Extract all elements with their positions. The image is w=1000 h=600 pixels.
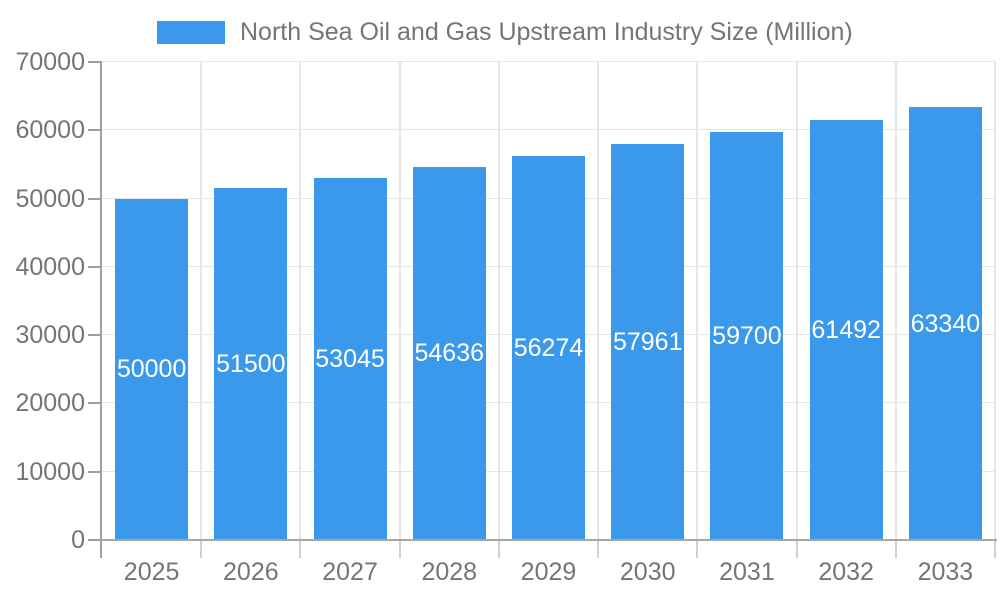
x-axis-tick xyxy=(299,540,302,558)
bar-value-label: 51500 xyxy=(216,350,286,379)
bar[interactable] xyxy=(412,166,486,540)
x-axis-tick xyxy=(994,540,996,558)
y-axis-label: 30000 xyxy=(15,321,85,350)
gridline-vertical xyxy=(398,62,401,540)
x-axis-label: 2029 xyxy=(520,558,577,586)
legend-swatch xyxy=(157,21,225,44)
y-axis-label: 20000 xyxy=(15,389,85,418)
x-axis-tick xyxy=(497,540,500,558)
bar[interactable] xyxy=(214,188,288,540)
y-axis-line xyxy=(100,62,102,558)
bar[interactable] xyxy=(908,107,982,540)
x-axis-tick xyxy=(200,540,203,558)
chart-title: North Sea Oil and Gas Upstream Industry … xyxy=(240,18,853,46)
gridline-vertical xyxy=(994,62,996,540)
x-axis-tick xyxy=(795,540,798,558)
bar-value-label: 59700 xyxy=(712,322,782,351)
bar[interactable] xyxy=(710,132,784,540)
gridline-vertical xyxy=(597,62,600,540)
y-axis-tick xyxy=(88,334,102,337)
x-axis-label: 2027 xyxy=(322,558,378,586)
x-axis-tick xyxy=(696,540,699,558)
bar[interactable] xyxy=(313,177,387,540)
y-axis-tick xyxy=(88,129,102,132)
bar-value-label: 50000 xyxy=(116,355,187,384)
gridline-vertical xyxy=(497,62,500,540)
y-axis-label: 60000 xyxy=(15,116,85,145)
bar[interactable] xyxy=(115,198,189,540)
y-axis-tick xyxy=(88,197,102,200)
x-axis-baseline xyxy=(100,539,997,541)
y-axis-label: 70000 xyxy=(15,48,85,76)
x-axis-label: 2028 xyxy=(421,558,478,586)
x-axis-label: 2030 xyxy=(619,558,676,586)
x-axis-label: 2026 xyxy=(223,558,279,586)
bar-value-label: 56274 xyxy=(513,333,584,362)
bar-value-label: 53045 xyxy=(315,344,385,373)
x-axis-label: 2033 xyxy=(917,558,974,586)
x-axis-label: 2031 xyxy=(719,558,775,586)
y-axis-tick xyxy=(88,61,102,63)
bar-value-label: 61492 xyxy=(811,316,881,345)
x-axis-tick xyxy=(597,540,600,558)
bar-value-label: 63340 xyxy=(910,309,981,338)
bar[interactable] xyxy=(512,155,585,540)
gridline-vertical xyxy=(795,62,798,540)
y-axis-label: 0 xyxy=(71,526,85,554)
bar-value-label: 57961 xyxy=(612,328,683,357)
x-axis-tick xyxy=(398,540,401,558)
y-axis-tick xyxy=(88,402,102,405)
legend: North Sea Oil and Gas Upstream Industry … xyxy=(157,18,853,47)
x-axis-label: 2025 xyxy=(123,558,180,586)
gridline-vertical xyxy=(894,62,897,540)
y-axis-label: 10000 xyxy=(15,457,85,486)
bar[interactable] xyxy=(611,144,685,540)
gridline-horizontal xyxy=(102,129,995,131)
gridline-vertical xyxy=(299,62,302,540)
gridline-vertical xyxy=(696,62,699,540)
gridline-horizontal xyxy=(102,61,995,62)
x-axis-label: 2032 xyxy=(818,558,874,586)
y-axis-tick xyxy=(88,470,102,473)
gridline-vertical xyxy=(200,62,203,540)
bar[interactable] xyxy=(809,120,883,540)
y-axis-label: 40000 xyxy=(15,252,85,281)
bar-value-label: 54636 xyxy=(414,339,485,368)
x-axis-tick xyxy=(894,540,897,558)
y-axis-label: 50000 xyxy=(15,184,85,213)
y-axis-tick xyxy=(88,265,102,268)
y-axis-tick xyxy=(88,539,102,541)
